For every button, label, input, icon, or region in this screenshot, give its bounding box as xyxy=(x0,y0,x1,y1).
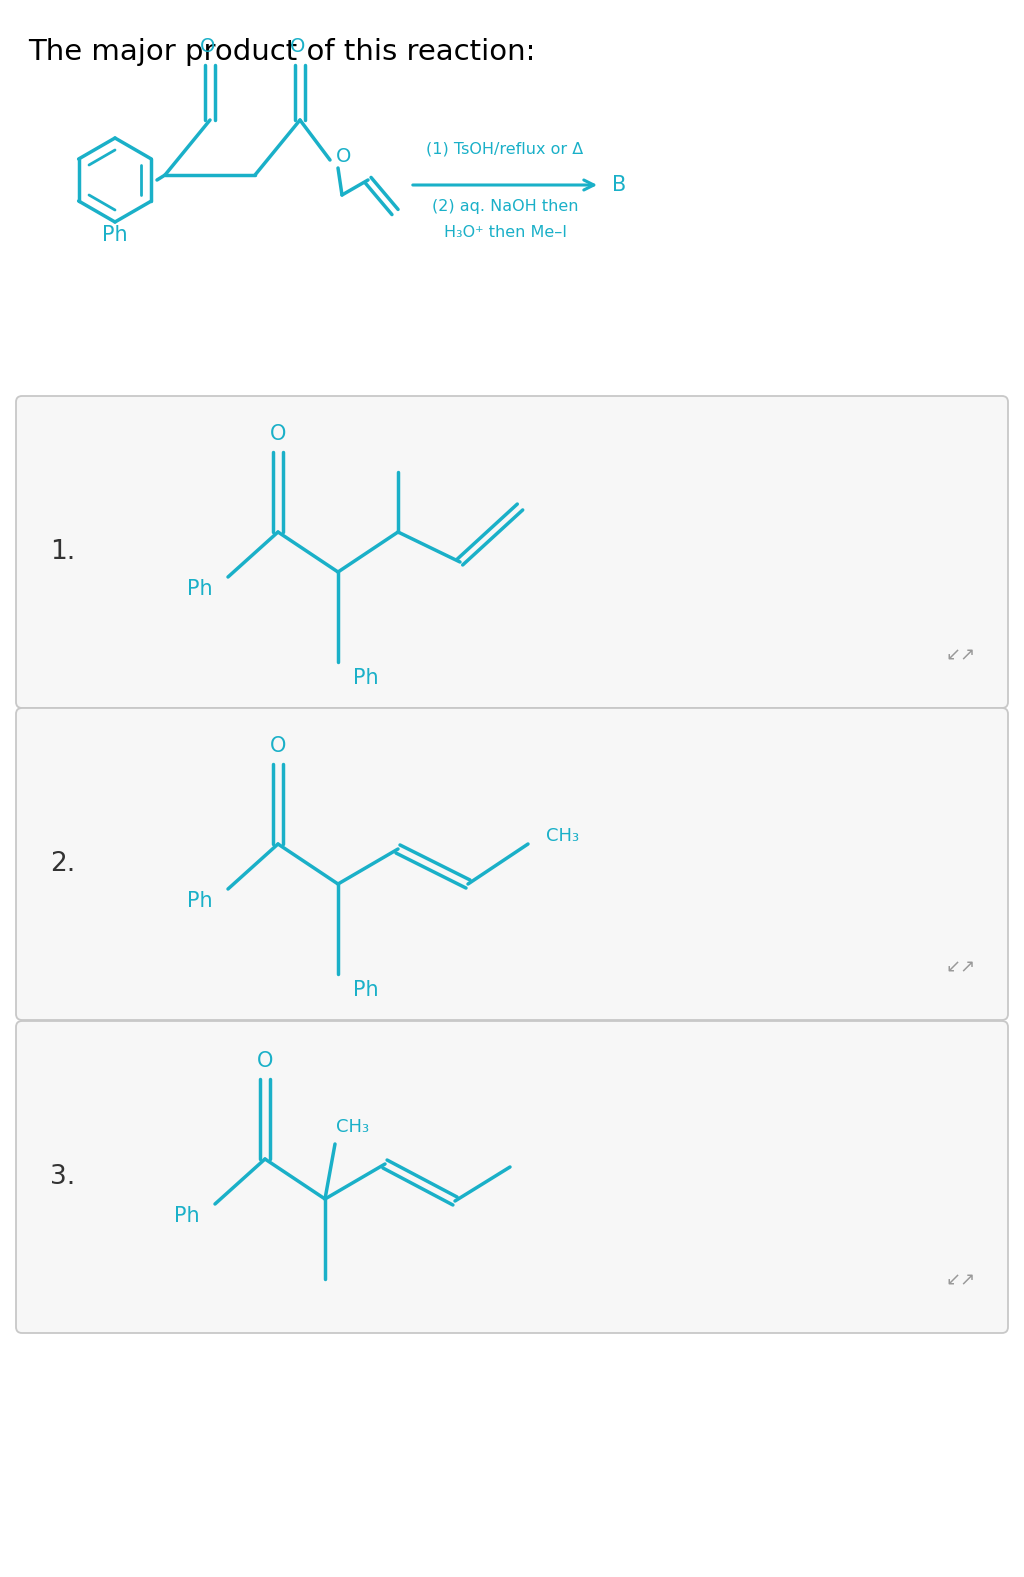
Text: ↙↗: ↙↗ xyxy=(946,957,976,976)
Text: The major product of this reaction:: The major product of this reaction: xyxy=(28,38,536,66)
Text: O: O xyxy=(269,736,286,755)
Text: 3.: 3. xyxy=(50,1164,75,1191)
Text: 2.: 2. xyxy=(50,852,75,877)
Text: 1.: 1. xyxy=(50,539,75,565)
Text: (2) aq. NaOH then: (2) aq. NaOH then xyxy=(432,199,579,214)
Text: Ph: Ph xyxy=(353,669,379,688)
Text: B: B xyxy=(612,175,627,196)
Text: Ph: Ph xyxy=(187,579,213,599)
FancyBboxPatch shape xyxy=(16,1020,1008,1333)
Text: Ph: Ph xyxy=(187,891,213,912)
FancyBboxPatch shape xyxy=(16,708,1008,1020)
Text: Ph: Ph xyxy=(353,979,379,1000)
Text: O: O xyxy=(269,424,286,445)
Text: O: O xyxy=(201,38,216,57)
Text: H₃O⁺ then Me–I: H₃O⁺ then Me–I xyxy=(443,226,566,240)
Text: O: O xyxy=(291,38,306,57)
Text: O: O xyxy=(257,1050,273,1071)
Text: ↙↗: ↙↗ xyxy=(946,1271,976,1288)
Text: O: O xyxy=(336,147,351,166)
Text: Ph: Ph xyxy=(174,1206,200,1225)
Text: CH₃: CH₃ xyxy=(547,826,580,845)
FancyBboxPatch shape xyxy=(16,396,1008,708)
Text: (1) TsOH/reflux or Δ: (1) TsOH/reflux or Δ xyxy=(426,142,584,158)
Text: Ph: Ph xyxy=(102,226,128,244)
Text: ↙↗: ↙↗ xyxy=(946,647,976,664)
Text: CH₃: CH₃ xyxy=(337,1118,370,1135)
